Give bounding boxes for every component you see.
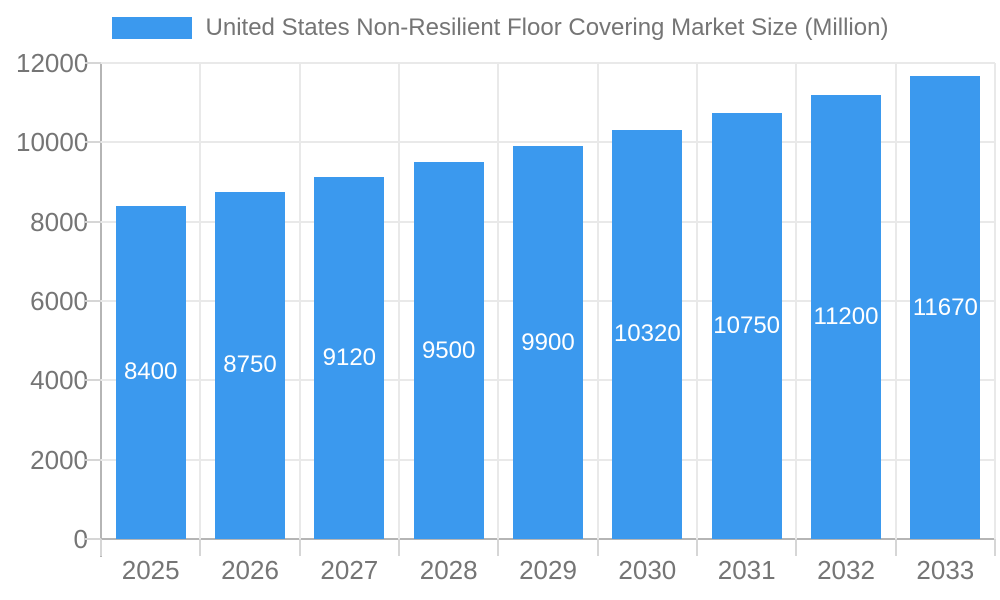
bar: 9900 [513,146,583,539]
y-axis-tick [85,379,101,382]
legend-swatch [111,17,192,39]
x-axis-tick [100,539,102,556]
x-tick-label: 2025 [121,555,180,585]
x-tick-label: 2026 [221,555,279,585]
bar: 9500 [413,162,484,539]
y-tick-label: 4000 [30,365,88,396]
x-grid-line [398,63,400,539]
y-tick-label: 8000 [30,206,88,237]
x-axis-tick [696,539,698,556]
x-grid-line [199,63,202,539]
y-axis-tick [85,220,101,223]
x-axis-tick [596,539,599,556]
y-grid-line [101,62,995,64]
x-grid-line [795,63,798,539]
x-grid-line [596,63,599,539]
bar-value-label: 11670 [912,293,978,321]
bar: 11200 [811,94,881,539]
x-tick-label: 2029 [519,555,577,585]
legend-label: United States Non-Resilient Floor Coveri… [205,14,889,41]
x-tick-label: 2032 [817,555,875,585]
bar-value-label: 10320 [613,320,681,348]
x-grid-line [497,63,500,539]
bar-value-label: 9500 [421,336,476,364]
y-axis-tick [85,300,101,302]
bar-value-label: 10750 [713,311,781,339]
bar-value-label: 11200 [813,302,879,330]
x-axis-tick [894,539,897,556]
x-axis-tick [398,539,400,556]
y-axis-tick [85,458,101,461]
x-tick-label: 2027 [320,555,379,585]
x-grid-line [298,63,301,539]
y-tick-label: 2000 [30,444,88,475]
bar: 11670 [910,76,981,539]
x-tick-label: 2028 [419,555,478,585]
bar: 8400 [115,205,186,539]
bar: 8750 [215,191,285,539]
x-axis-tick [497,539,500,556]
y-axis-line [100,63,102,557]
y-tick-label: 12000 [16,48,89,78]
bar: 10320 [612,129,683,539]
y-axis-tick [85,62,101,64]
chart-legend[interactable]: United States Non-Resilient Floor Coveri… [0,14,1000,42]
y-grid-line [101,141,995,144]
x-axis-line [85,538,995,540]
x-axis-tick [199,539,202,556]
x-tick-label: 2033 [916,555,975,585]
bar-value-label: 8400 [123,358,178,386]
x-axis-tick [795,539,798,556]
y-tick-label: 10000 [16,127,89,158]
x-tick-label: 2030 [618,555,677,585]
y-tick-label: 0 [73,524,88,554]
plot-area: 8400 8750 9120 9500 9900 10320 10750 11200 11670 [101,62,996,539]
x-grid-line [894,63,897,539]
bar-value-label: 9120 [322,344,377,372]
y-tick-label: 6000 [30,286,88,316]
bar-value-label: 8750 [223,351,277,379]
y-axis-tick [85,141,101,144]
bar-value-label: 9900 [521,328,575,356]
x-axis-tick [298,539,301,556]
y-axis-tick [85,538,101,540]
x-grid-line [696,63,698,539]
x-axis-tick [994,539,996,556]
bar: 10750 [711,112,782,539]
bar: 9120 [314,177,385,539]
x-grid-line [994,63,996,539]
x-tick-label: 2031 [717,555,776,585]
